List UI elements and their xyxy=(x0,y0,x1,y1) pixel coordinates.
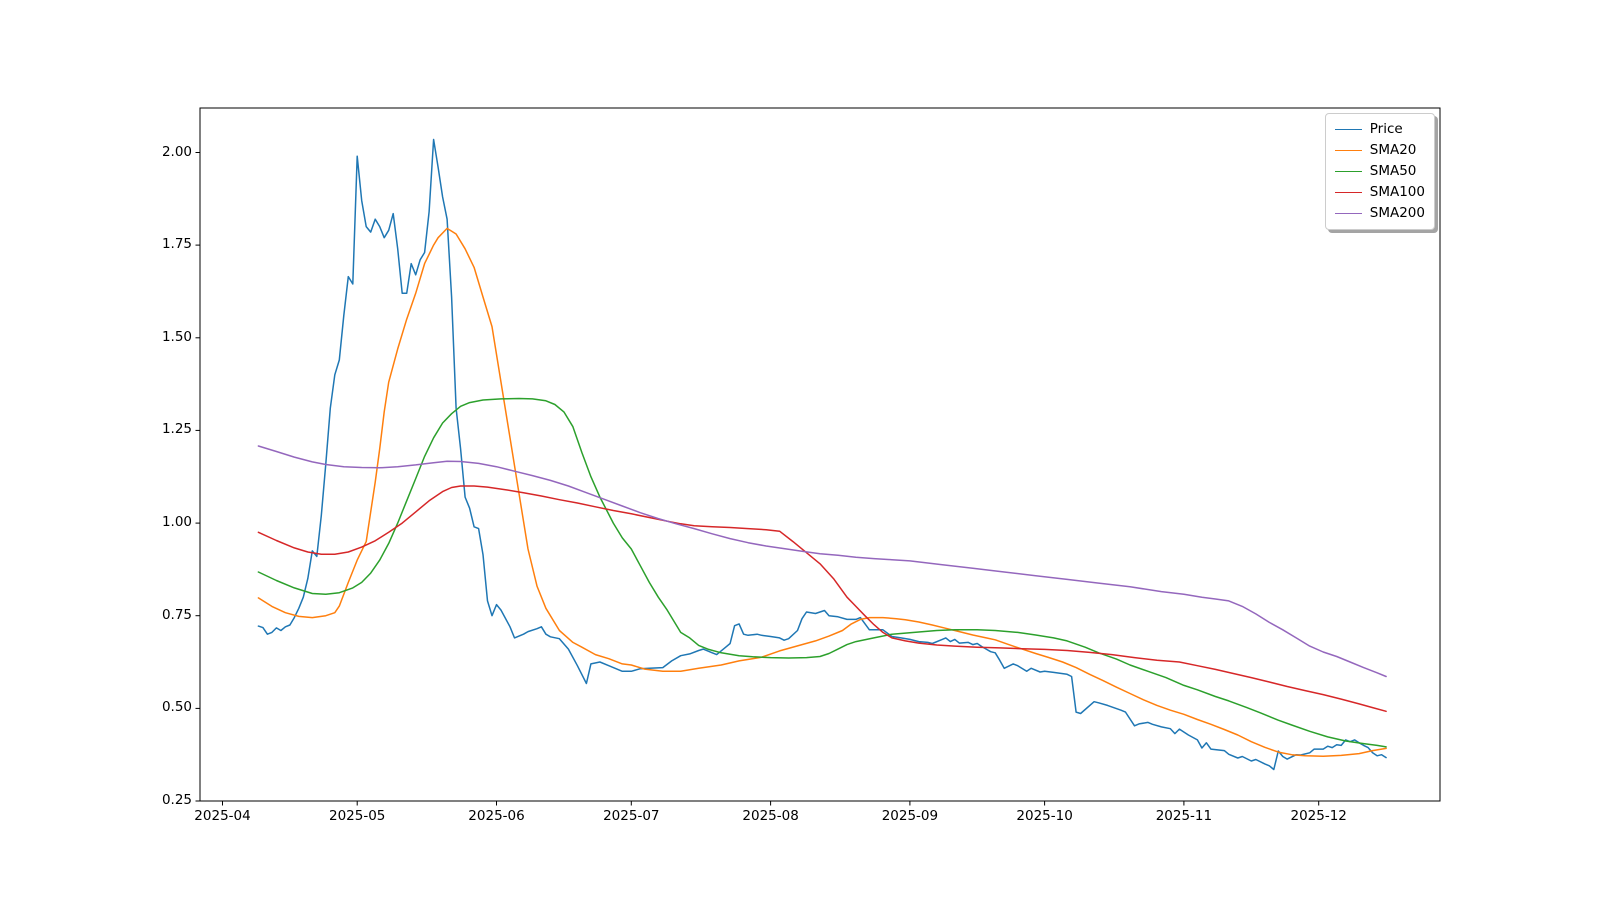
x-tick-label: 2025-09 xyxy=(881,808,939,824)
series-line-sma100 xyxy=(257,485,1387,713)
y-tick-label: 1.25 xyxy=(161,421,192,438)
legend-label: SMA200 xyxy=(1369,205,1425,221)
legend-label: SMA50 xyxy=(1369,163,1417,179)
legend-label: SMA100 xyxy=(1369,184,1425,200)
x-tick-label: 2025-12 xyxy=(1290,808,1347,824)
x-tick-label: 2025-04 xyxy=(194,808,251,824)
legend-line-sample xyxy=(1334,170,1362,173)
legend-item-sma100: SMA100 xyxy=(1334,182,1425,203)
legend-item-price: Price xyxy=(1334,119,1425,140)
series-line-price xyxy=(257,138,1387,771)
series-line-sma50 xyxy=(257,397,1387,748)
legend-label: Price xyxy=(1369,121,1403,137)
x-tick-label: 2025-05 xyxy=(328,808,386,824)
legend-line-sample xyxy=(1334,212,1362,215)
legend-item-sma200: SMA200 xyxy=(1334,203,1425,224)
series-line-sma200 xyxy=(257,445,1387,678)
y-tick-label: 1.75 xyxy=(161,236,192,253)
legend: Price SMA20 SMA50 SMA100 SMA200 xyxy=(1324,113,1435,230)
legend-line-sample xyxy=(1334,128,1362,131)
x-tick-label: 2025-07 xyxy=(603,808,660,824)
y-tick-label: 0.50 xyxy=(161,699,192,716)
legend-line-sample xyxy=(1334,191,1362,194)
x-tick-label: 2025-11 xyxy=(1155,808,1213,824)
x-tick-label: 2025-10 xyxy=(1016,808,1073,824)
x-tick-label: 2025-08 xyxy=(742,808,799,824)
y-tick-label: 2.00 xyxy=(161,143,192,160)
y-tick-label: 1.00 xyxy=(161,514,192,531)
y-tick-label: 0.25 xyxy=(161,792,192,808)
y-tick-label: 0.75 xyxy=(161,606,192,623)
legend-item-sma20: SMA20 xyxy=(1334,140,1425,161)
x-tick-label: 2025-06 xyxy=(468,808,525,824)
legend-item-sma50: SMA50 xyxy=(1334,161,1425,182)
series-line-sma20 xyxy=(257,227,1387,757)
y-tick-label: 1.50 xyxy=(161,328,192,345)
axes-frame xyxy=(199,107,1441,802)
legend-label: SMA20 xyxy=(1369,142,1417,158)
legend-line-sample xyxy=(1334,149,1362,152)
